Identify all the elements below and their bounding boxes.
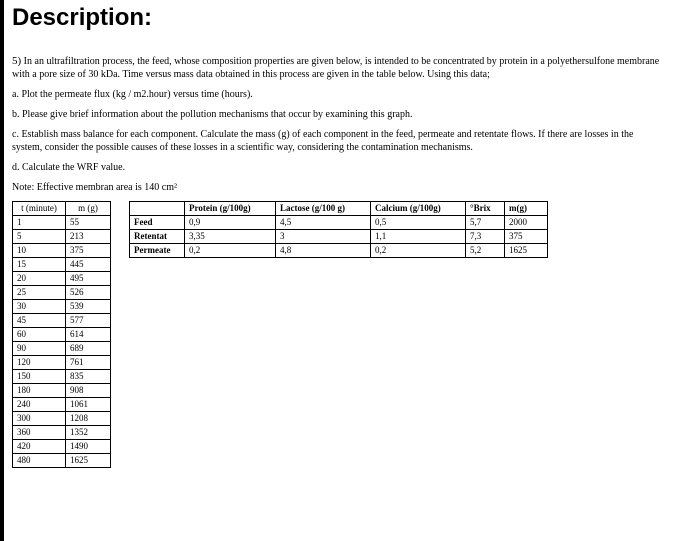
table-cell: 5 <box>13 230 66 244</box>
tables-wrapper: t (minute) m (g) 15552131037515445204952… <box>12 201 663 468</box>
table-cell: 1 <box>13 216 66 230</box>
table-cell: 0,2 <box>371 244 466 258</box>
table-cell: 1061 <box>66 398 111 412</box>
table-row: 150835 <box>13 370 111 384</box>
table-header-row: t (minute) m (g) <box>13 202 111 216</box>
table-row: 180908 <box>13 384 111 398</box>
table-cell: 240 <box>13 398 66 412</box>
item-d: d. Calculate the WRF value. <box>12 161 663 174</box>
table-cell: 539 <box>66 300 111 314</box>
table-cell: 0,5 <box>371 216 466 230</box>
table-cell: 10 <box>13 244 66 258</box>
table-cell: 3 <box>276 230 371 244</box>
table-cell: 20 <box>13 272 66 286</box>
table-cell: 1352 <box>66 426 111 440</box>
table-cell: 526 <box>66 286 111 300</box>
row-label: Feed <box>130 216 185 230</box>
table-row: 4801625 <box>13 454 111 468</box>
table-row: 4201490 <box>13 440 111 454</box>
table-cell: 375 <box>66 244 111 258</box>
table-row: Permeate0,24,80,25,21625 <box>130 244 548 258</box>
table-row: 60614 <box>13 328 111 342</box>
table-cell: 55 <box>66 216 111 230</box>
table-cell: 1625 <box>66 454 111 468</box>
table-cell: 4,5 <box>276 216 371 230</box>
col-header-mass: m(g) <box>505 202 548 216</box>
table-cell: 908 <box>66 384 111 398</box>
table-row: 120761 <box>13 356 111 370</box>
item-b: b. Please give brief information about t… <box>12 108 663 121</box>
table-cell: 445 <box>66 258 111 272</box>
table-cell: 120 <box>13 356 66 370</box>
table-cell: 90 <box>13 342 66 356</box>
table-cell: 360 <box>13 426 66 440</box>
table-row: 155 <box>13 216 111 230</box>
table-cell: 4,8 <box>276 244 371 258</box>
table-cell: 25 <box>13 286 66 300</box>
page-title: Description: <box>12 4 663 32</box>
table-cell: 3,35 <box>185 230 276 244</box>
col-header-blank <box>130 202 185 216</box>
table-row: 10375 <box>13 244 111 258</box>
table-row: 20495 <box>13 272 111 286</box>
table-cell: 0,2 <box>185 244 276 258</box>
table-cell: 375 <box>505 230 548 244</box>
table-header-row: Protein (g/100g) Lactose (g/100 g) Calci… <box>130 202 548 216</box>
table-row: 3001208 <box>13 412 111 426</box>
item-c: c. Establish mass balance for each compo… <box>12 128 663 154</box>
table-cell: 2000 <box>505 216 548 230</box>
table-cell: 180 <box>13 384 66 398</box>
table-cell: 577 <box>66 314 111 328</box>
note: Note: Effective membran area is 140 cm² <box>12 181 663 194</box>
table-row: 25526 <box>13 286 111 300</box>
table-cell: 30 <box>13 300 66 314</box>
table-cell: 1490 <box>66 440 111 454</box>
table-cell: 15 <box>13 258 66 272</box>
col-header-time: t (minute) <box>13 202 66 216</box>
table-cell: 420 <box>13 440 66 454</box>
table-cell: 689 <box>66 342 111 356</box>
table-cell: 300 <box>13 412 66 426</box>
table-row: 2401061 <box>13 398 111 412</box>
col-header-brix: °Brix <box>466 202 505 216</box>
table-cell: 60 <box>13 328 66 342</box>
table-cell: 761 <box>66 356 111 370</box>
col-header-mass: m (g) <box>66 202 111 216</box>
table-cell: 480 <box>13 454 66 468</box>
table-row: 15445 <box>13 258 111 272</box>
table-cell: 0,9 <box>185 216 276 230</box>
table-cell: 45 <box>13 314 66 328</box>
table-cell: 213 <box>66 230 111 244</box>
table-row: 45577 <box>13 314 111 328</box>
table-row: 90689 <box>13 342 111 356</box>
item-a: a. Plot the permeate flux (kg / m2.hour)… <box>12 88 663 101</box>
table-cell: 1208 <box>66 412 111 426</box>
row-label: Retentat <box>130 230 185 244</box>
table-cell: 5,2 <box>466 244 505 258</box>
table-row: 5213 <box>13 230 111 244</box>
row-label: Permeate <box>130 244 185 258</box>
question-intro: 5) In an ultrafiltration process, the fe… <box>12 54 663 81</box>
table-row: Feed0,94,50,55,72000 <box>130 216 548 230</box>
intro-text: In an ultrafiltration process, the feed,… <box>12 56 659 80</box>
table-cell: 1625 <box>505 244 548 258</box>
col-header-protein: Protein (g/100g) <box>185 202 276 216</box>
table-cell: 150 <box>13 370 66 384</box>
table-cell: 5,7 <box>466 216 505 230</box>
table-cell: 835 <box>66 370 111 384</box>
composition-table: Protein (g/100g) Lactose (g/100 g) Calci… <box>129 201 548 258</box>
table-row: 30539 <box>13 300 111 314</box>
table-cell: 7,3 <box>466 230 505 244</box>
table-cell: 495 <box>66 272 111 286</box>
time-mass-table: t (minute) m (g) 15552131037515445204952… <box>12 201 111 468</box>
table-row: 3601352 <box>13 426 111 440</box>
table-cell: 1,1 <box>371 230 466 244</box>
col-header-calcium: Calcium (g/100g) <box>371 202 466 216</box>
question-number: 5) <box>12 55 21 67</box>
table-row: Retentat3,3531,17,3375 <box>130 230 548 244</box>
col-header-lactose: Lactose (g/100 g) <box>276 202 371 216</box>
table-cell: 614 <box>66 328 111 342</box>
